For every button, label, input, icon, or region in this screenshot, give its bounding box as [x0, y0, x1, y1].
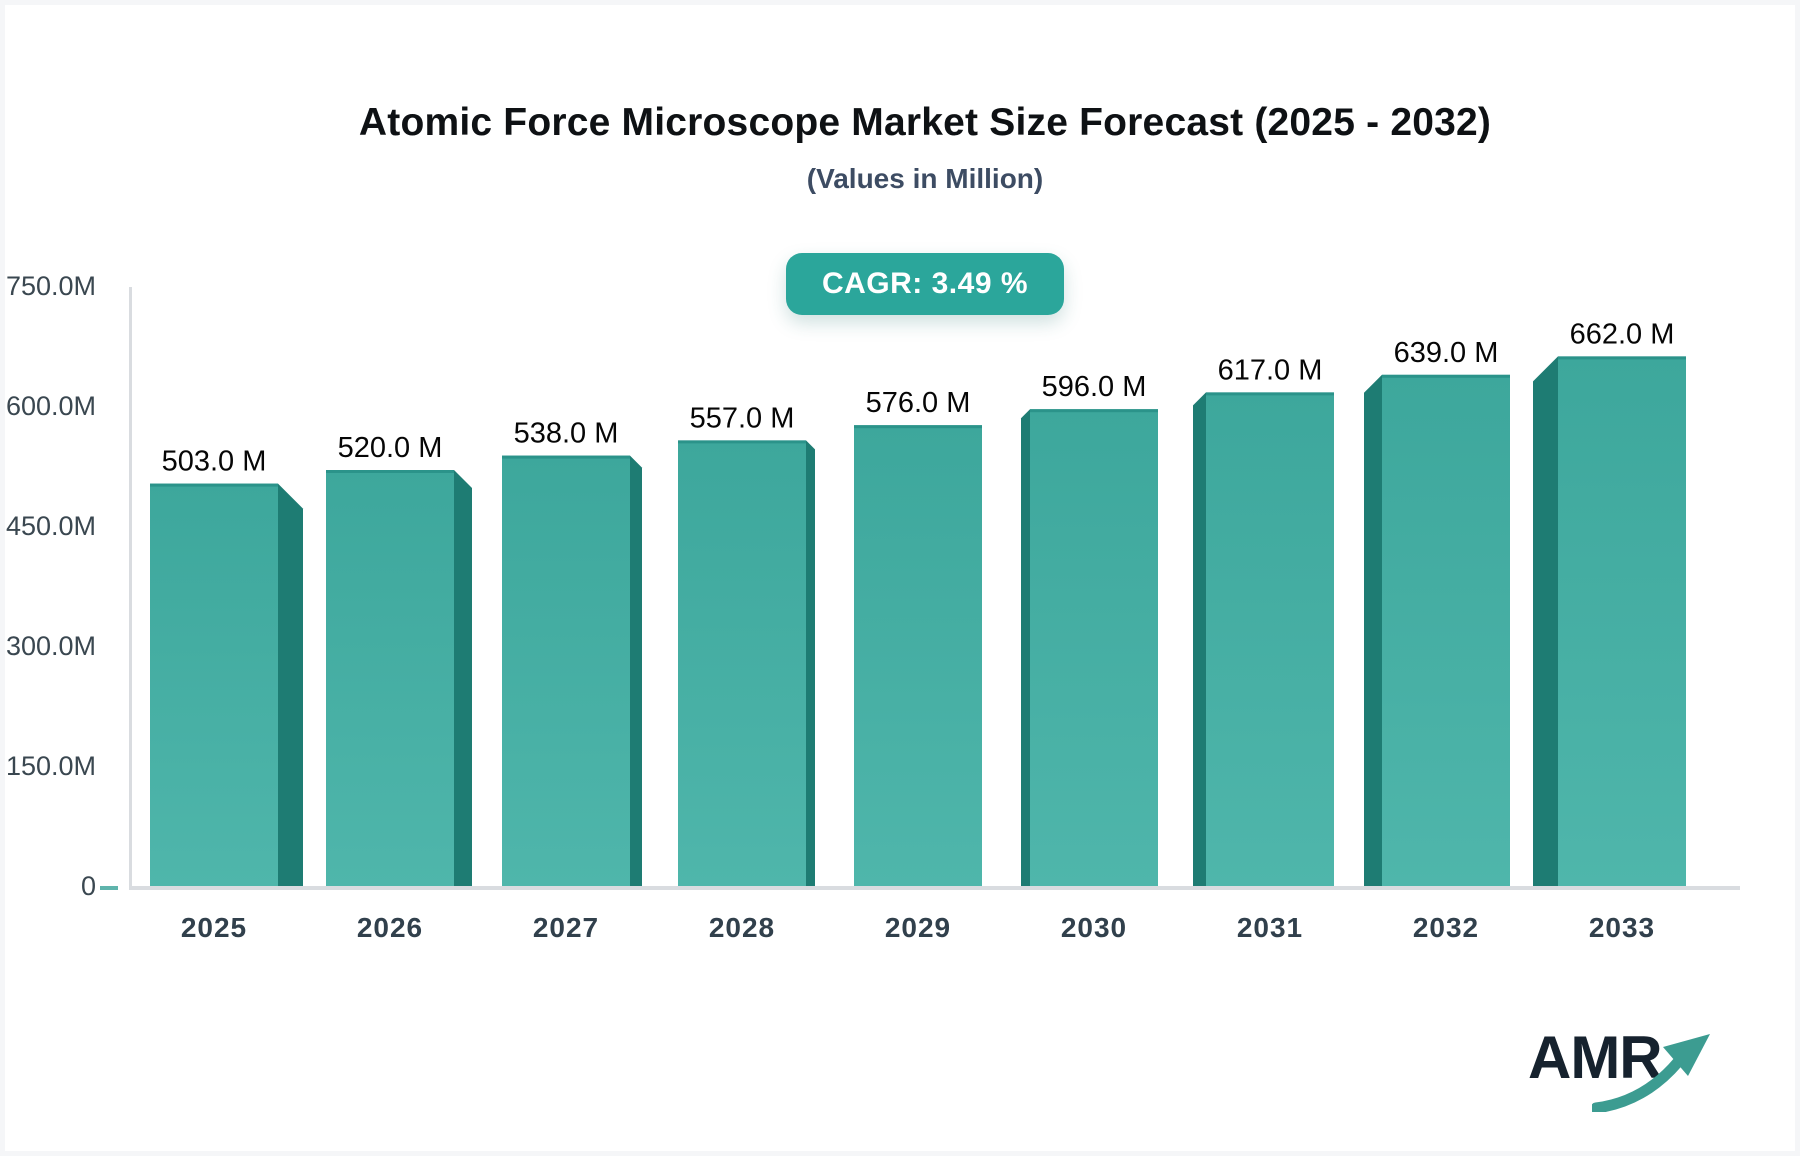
bar-top-edge-2030 [1030, 409, 1158, 413]
bar-side-face-2026 [454, 470, 472, 886]
bar-value-label-2026: 520.0 M [338, 432, 443, 464]
zero-tick [100, 886, 118, 890]
x-axis-label-2033: 2033 [1589, 912, 1655, 943]
x-axis-label-2027: 2027 [533, 912, 599, 943]
bar-side-face-2032 [1364, 374, 1382, 886]
bar-value-label-2032: 639.0 M [1394, 337, 1499, 369]
bar-side-face-2030 [1021, 409, 1030, 886]
bar-top-edge-2033 [1558, 356, 1686, 360]
x-axis-label-2025: 2025 [181, 912, 247, 943]
bar-side-face-2031 [1193, 392, 1206, 886]
amr-logo-text: AMR [1528, 1024, 1663, 1091]
page-title: Atomic Force Microscope Market Size Fore… [358, 101, 1492, 144]
bar-top-edge-2025 [150, 483, 278, 487]
y-axis-line [129, 287, 132, 890]
bar-top-edge-2031 [1206, 392, 1334, 396]
bar-2025 [150, 483, 278, 886]
x-axis-line [129, 886, 1740, 890]
x-axis-label-2029: 2029 [885, 912, 951, 943]
bar-value-label-2033: 662.0 M [1570, 318, 1675, 350]
y-axis-label: 150.0M [6, 751, 96, 781]
bar-top-edge-2032 [1382, 374, 1510, 378]
bar-2028 [678, 440, 806, 886]
bar-2033 [1558, 356, 1686, 886]
chart-header: Atomic Force Microscope Market Size Fore… [50, 0, 1800, 315]
bar-top-edge-2027 [502, 455, 630, 459]
y-axis-label: 450.0M [6, 511, 96, 541]
bar-value-label-2025: 503.0 M [162, 446, 267, 478]
bar-top-edge-2029 [854, 425, 982, 429]
bar-value-label-2031: 617.0 M [1218, 354, 1323, 386]
amr-logo: AMR [1528, 1028, 1738, 1124]
bar-top-edge-2026 [326, 470, 454, 473]
bar-2027 [502, 455, 630, 886]
x-axis-label-2026: 2026 [357, 912, 423, 943]
bar-top-edge-2028 [678, 440, 806, 444]
bar-value-label-2030: 596.0 M [1042, 371, 1147, 403]
x-axis-label-2032: 2032 [1413, 912, 1479, 943]
cagr-badge: CAGR: 3.49 % [785, 252, 1065, 315]
x-axis-label-2028: 2028 [709, 912, 775, 943]
growth-arrow-icon [1592, 1034, 1710, 1112]
bar-value-label-2027: 538.0 M [514, 418, 619, 450]
bar-side-face-2027 [630, 455, 642, 886]
x-axis-label-2030: 2030 [1061, 912, 1127, 943]
bar-value-label-2028: 557.0 M [690, 402, 795, 434]
bar-value-label-2029: 576.0 M [866, 387, 971, 419]
page-subtitle: (Values in Million) [806, 162, 1044, 194]
x-axis-label-2031: 2031 [1237, 912, 1303, 943]
y-axis-label: 0 [81, 871, 96, 901]
bar-2031 [1206, 392, 1334, 886]
bar-side-face-2025 [278, 483, 303, 886]
y-axis-label: 750.0M [6, 271, 96, 301]
bar-2029 [854, 425, 982, 886]
bar-2032 [1382, 374, 1510, 886]
y-axis-label: 600.0M [6, 391, 96, 421]
y-axis-label: 300.0M [6, 631, 96, 661]
bar-side-face-2033 [1533, 356, 1558, 886]
bar-side-face-2028 [806, 440, 815, 886]
bar-2030 [1030, 409, 1158, 886]
bar-2026 [326, 470, 454, 886]
